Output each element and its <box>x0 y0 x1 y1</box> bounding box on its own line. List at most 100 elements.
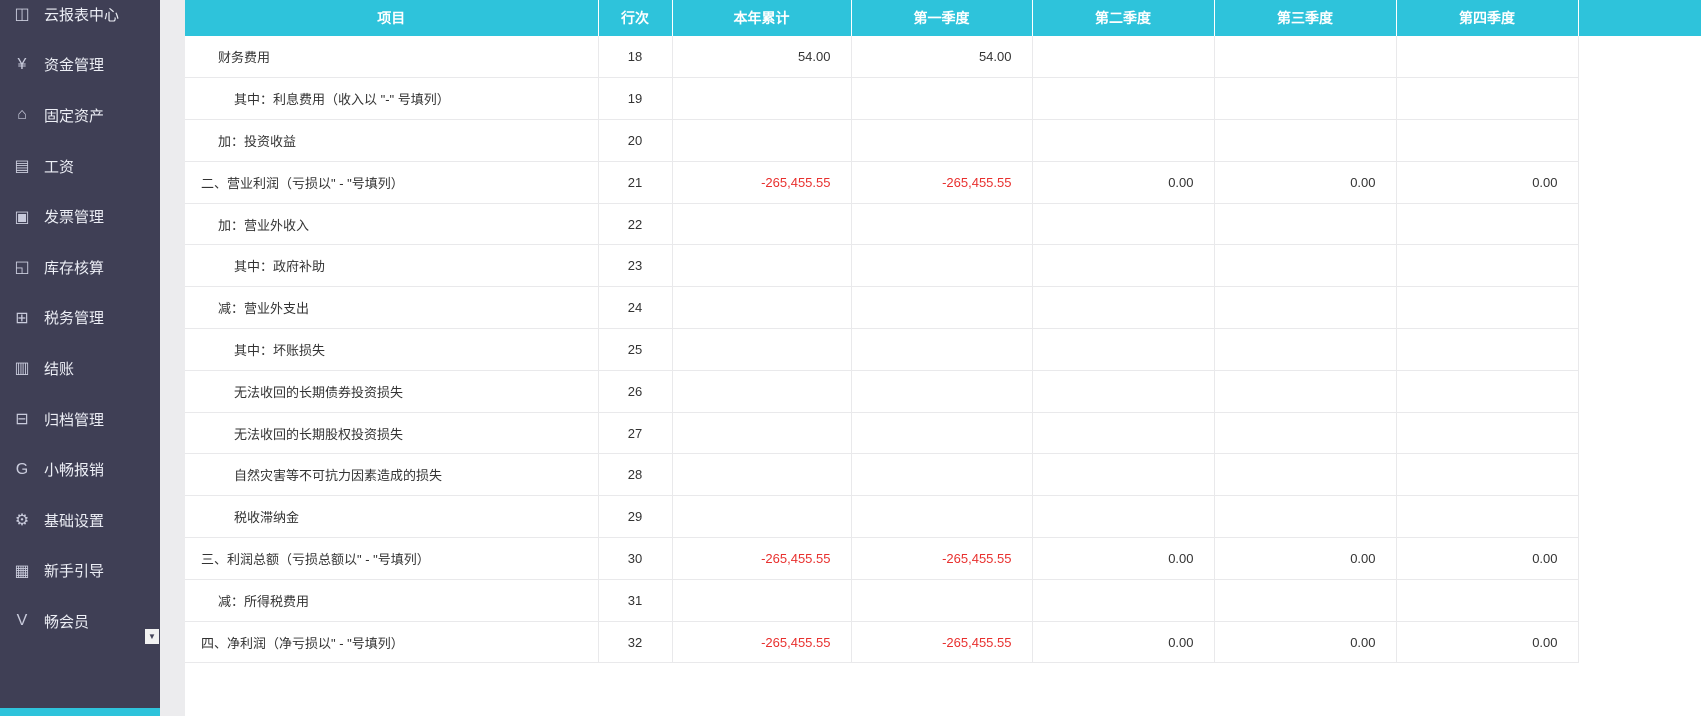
cell-filler <box>1578 119 1701 162</box>
cell-q2 <box>1032 77 1215 121</box>
cell-q1 <box>851 286 1033 330</box>
cell-filler <box>1578 412 1701 454</box>
sidebar-scroll-down-button[interactable]: ▼ <box>145 629 159 644</box>
tax-icon: ⊞ <box>15 309 29 327</box>
sidebar: ◫ 云报表中心 ¥ 资金管理 ⌂ 固定资产 ▤ 工资 ▣ 发票管理 ◱ 库存核算… <box>0 0 160 716</box>
table-row: 加：营业外收入 22 <box>185 203 1701 246</box>
sidebar-item-新手引导[interactable]: ▦ 新手引导 <box>0 546 160 597</box>
cell-item: 加：营业外收入 <box>185 203 599 246</box>
sidebar-item-label: 小畅报销 <box>44 462 105 480</box>
sidebar-item-库存核算[interactable]: ◱ 库存核算 <box>0 242 160 293</box>
cell-q1 <box>851 119 1033 162</box>
sidebar-item-基础设置[interactable]: ⚙ 基础设置 <box>0 495 160 546</box>
sidebar-item-label: 资金管理 <box>44 57 105 75</box>
member-icon: V <box>16 612 28 630</box>
cell-filler <box>1578 244 1701 287</box>
cell-q1 <box>851 579 1033 622</box>
cell-q4 <box>1396 412 1579 455</box>
cell-q2: 0.00 <box>1032 161 1215 204</box>
archive-icon: ⊟ <box>15 411 29 429</box>
cell-year-total <box>672 244 852 288</box>
cell-line-number: 26 <box>598 370 673 413</box>
cell-q2 <box>1032 119 1215 162</box>
cell-q3 <box>1214 328 1397 371</box>
table-row: 三、利润总额（亏损总额以" - "号填列） 30 -265,455.55 -26… <box>185 537 1701 580</box>
col-header-line: 行次 <box>598 0 673 36</box>
cell-q2 <box>1032 453 1215 497</box>
cell-q4 <box>1396 203 1579 246</box>
table-row: 加：投资收益 20 <box>185 119 1701 162</box>
cell-filler <box>1578 286 1701 329</box>
cell-q3 <box>1214 370 1397 413</box>
cell-year-total <box>672 579 852 622</box>
report-area: 项目 行次 本年累计 第一季度 第二季度 第三季度 第四季度 财务费用 18 5… <box>185 0 1701 716</box>
inventory-icon: ◱ <box>14 259 30 277</box>
sidebar-item-畅会员[interactable]: V 畅会员 <box>0 596 160 647</box>
sidebar-item-label: 工资 <box>44 158 75 176</box>
cell-item: 三、利润总额（亏损总额以" - "号填列） <box>185 537 599 580</box>
cell-year-total: -265,455.55 <box>672 161 852 204</box>
table-row: 财务费用 18 54.00 54.00 <box>185 36 1701 79</box>
table-row: 无法收回的长期债券投资损失 26 <box>185 370 1701 413</box>
cell-item: 其中：政府补助 <box>185 244 599 288</box>
table-row: 四、净利润（净亏损以" - "号填列） 32 -265,455.55 -265,… <box>185 621 1701 664</box>
col-header-q2: 第二季度 <box>1032 0 1215 36</box>
sidebar-item-小畅报销[interactable]: G 小畅报销 <box>0 444 160 495</box>
table-row: 其中：政府补助 23 <box>185 244 1701 288</box>
cell-filler <box>1578 161 1701 204</box>
cell-q3 <box>1214 36 1397 79</box>
sidebar-item-云报表中心[interactable]: ◫ 云报表中心 <box>0 0 160 40</box>
sidebar-item-发票管理[interactable]: ▣ 发票管理 <box>0 191 160 242</box>
cell-q1 <box>851 453 1033 497</box>
sidebar-bottom-accent-strip <box>0 708 160 716</box>
sidebar-item-结账[interactable]: ▥ 结账 <box>0 343 160 394</box>
sidebar-item-工资[interactable]: ▤ 工资 <box>0 141 160 192</box>
sidebar-nav: ◫ 云报表中心 ¥ 资金管理 ⌂ 固定资产 ▤ 工资 ▣ 发票管理 ◱ 库存核算… <box>0 0 160 647</box>
cell-year-total <box>672 328 852 371</box>
cell-filler <box>1578 495 1701 538</box>
sidebar-item-归档管理[interactable]: ⊟ 归档管理 <box>0 394 160 445</box>
cell-year-total: -265,455.55 <box>672 621 852 664</box>
guide-icon: ▦ <box>14 562 30 580</box>
cell-q4: 0.00 <box>1396 161 1579 204</box>
cell-q2 <box>1032 495 1215 539</box>
cell-filler <box>1578 453 1701 496</box>
sidebar-item-label: 新手引导 <box>44 563 105 581</box>
cell-q2 <box>1032 286 1215 330</box>
cell-q4 <box>1396 286 1579 330</box>
cell-line-number: 25 <box>598 328 673 371</box>
sidebar-item-资金管理[interactable]: ¥ 资金管理 <box>0 40 160 91</box>
cell-q3 <box>1214 453 1397 497</box>
table-row: 自然灾害等不可抗力因素造成的损失 28 <box>185 453 1701 497</box>
cell-q4 <box>1396 328 1579 371</box>
cell-q2 <box>1032 244 1215 288</box>
sidebar-item-固定资产[interactable]: ⌂ 固定资产 <box>0 90 160 141</box>
cell-q4: 0.00 <box>1396 621 1579 664</box>
settings-icon: ⚙ <box>14 512 30 530</box>
cell-q1: 54.00 <box>851 36 1033 79</box>
sidebar-item-税务管理[interactable]: ⊞ 税务管理 <box>0 293 160 344</box>
cell-line-number: 19 <box>598 77 673 121</box>
table-row: 减：营业外支出 24 <box>185 286 1701 330</box>
cell-item: 其中：坏账损失 <box>185 328 599 371</box>
fixed-assets-icon: ⌂ <box>17 106 27 124</box>
cell-q4 <box>1396 244 1579 288</box>
cell-filler <box>1578 621 1701 663</box>
cell-year-total <box>672 77 852 121</box>
invoice-icon: ▣ <box>14 208 30 226</box>
cell-line-number: 32 <box>598 621 673 664</box>
cell-year-total <box>672 370 852 413</box>
cell-item: 无法收回的长期债券投资损失 <box>185 370 599 413</box>
table-row: 其中：坏账损失 25 <box>185 328 1701 371</box>
cell-q3 <box>1214 286 1397 330</box>
sidebar-item-label: 归档管理 <box>44 411 105 429</box>
cell-q4: 0.00 <box>1396 537 1579 580</box>
reimburse-icon: G <box>15 460 29 478</box>
cell-year-total: -265,455.55 <box>672 537 852 580</box>
cell-q2 <box>1032 412 1215 455</box>
cell-q1 <box>851 495 1033 539</box>
col-header-q4: 第四季度 <box>1396 0 1579 36</box>
table-row: 减：所得税费用 31 <box>185 579 1701 622</box>
cell-year-total <box>672 203 852 246</box>
cell-line-number: 28 <box>598 453 673 497</box>
